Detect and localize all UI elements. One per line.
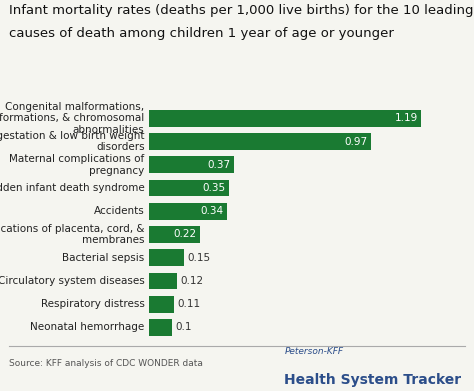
Bar: [149, 296, 174, 312]
Text: Circulatory system diseases: Circulatory system diseases: [0, 276, 145, 286]
Bar: [149, 133, 371, 150]
Text: Respiratory distress: Respiratory distress: [41, 299, 145, 309]
Bar: [149, 180, 229, 196]
Text: Peterson-KFF: Peterson-KFF: [284, 347, 343, 356]
Text: Congenital malformations,
deformations, & chromosomal
abnormalities: Congenital malformations, deformations, …: [0, 102, 145, 135]
Text: Accidents: Accidents: [94, 206, 145, 216]
Bar: [149, 249, 183, 266]
Text: Neonatal hemorrhage: Neonatal hemorrhage: [30, 323, 145, 332]
Bar: [149, 319, 172, 336]
Text: 0.35: 0.35: [203, 183, 226, 193]
Text: 1.19: 1.19: [394, 113, 418, 123]
Text: Complications of placenta, cord, &
membranes: Complications of placenta, cord, & membr…: [0, 224, 145, 245]
Text: 0.1: 0.1: [175, 323, 192, 332]
Text: Health System Tracker: Health System Tracker: [284, 373, 462, 387]
Text: 0.11: 0.11: [178, 299, 201, 309]
Text: Source: KFF analysis of CDC WONDER data: Source: KFF analysis of CDC WONDER data: [9, 359, 203, 368]
Text: Bacterial sepsis: Bacterial sepsis: [62, 253, 145, 263]
Text: Sudden infant death syndrome: Sudden infant death syndrome: [0, 183, 145, 193]
Bar: [149, 273, 177, 289]
Text: Infant mortality rates (deaths per 1,000 live births) for the 10 leading: Infant mortality rates (deaths per 1,000…: [9, 4, 474, 17]
Text: 0.97: 0.97: [344, 136, 367, 147]
Text: 0.34: 0.34: [201, 206, 224, 216]
Text: 0.15: 0.15: [187, 253, 210, 263]
Text: 0.22: 0.22: [173, 230, 196, 239]
Bar: [149, 226, 200, 243]
Bar: [149, 156, 234, 173]
Text: Maternal complications of
pregnancy: Maternal complications of pregnancy: [9, 154, 145, 176]
Text: 0.37: 0.37: [207, 160, 230, 170]
Text: Short gestation & low birth weight
disorders: Short gestation & low birth weight disor…: [0, 131, 145, 152]
Text: 0.12: 0.12: [180, 276, 203, 286]
Bar: [149, 110, 421, 127]
Text: causes of death among children 1 year of age or younger: causes of death among children 1 year of…: [9, 27, 394, 40]
Bar: [149, 203, 227, 220]
